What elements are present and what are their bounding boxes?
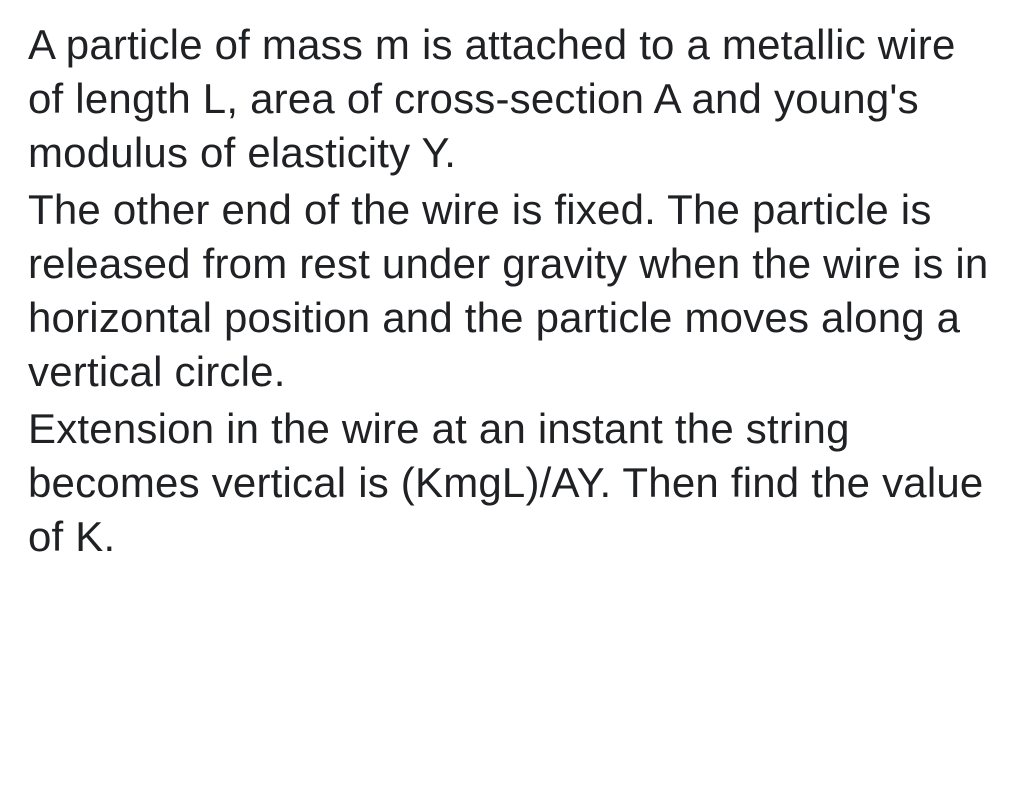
paragraph-2: The other end of the wire is fixed. The … <box>28 183 996 398</box>
paragraph-3: Extension in the wire at an instant the … <box>28 402 996 563</box>
paragraph-1: A particle of mass m is attached to a me… <box>28 18 996 179</box>
physics-problem-page: A particle of mass m is attached to a me… <box>0 0 1024 792</box>
